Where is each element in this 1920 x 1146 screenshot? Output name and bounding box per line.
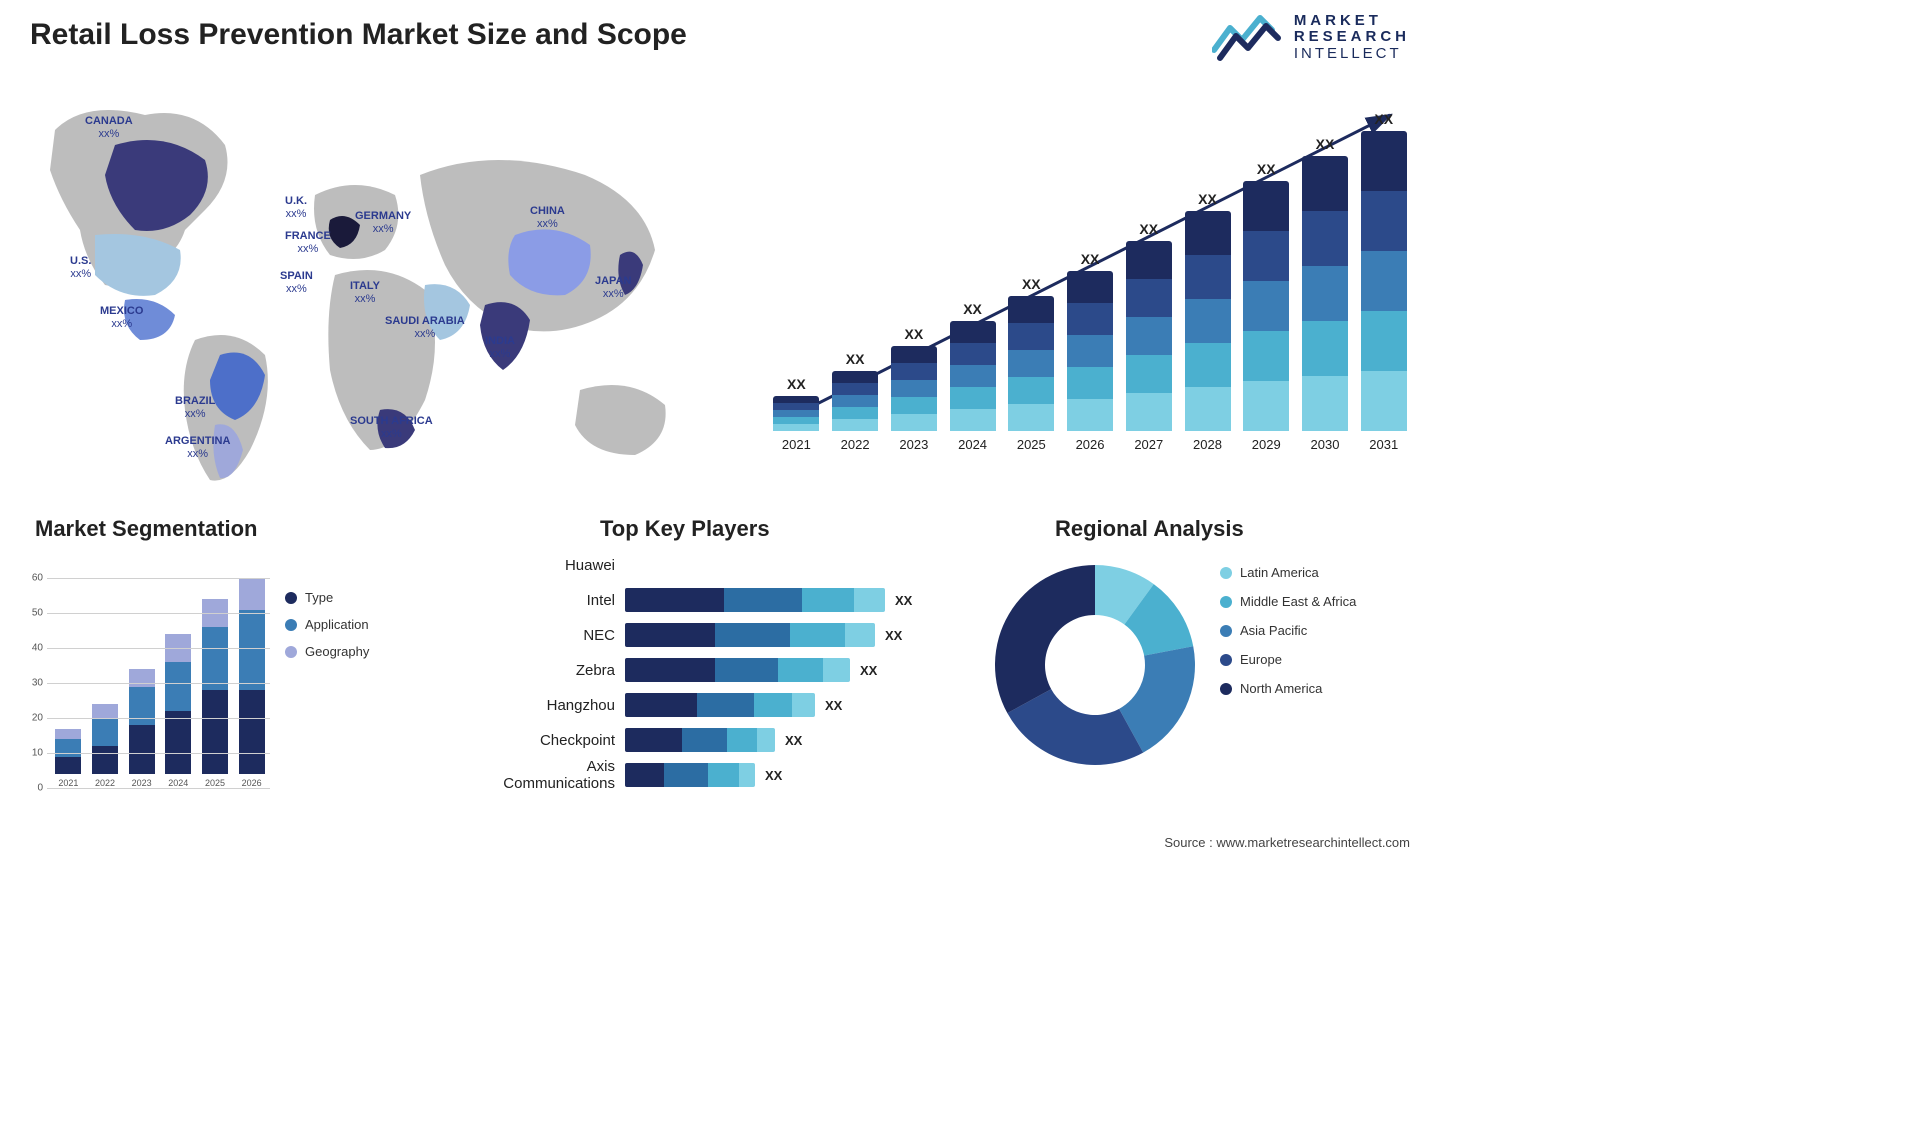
- map-label: INDIAxx%: [485, 335, 515, 361]
- map-label: SAUDI ARABIAxx%: [385, 315, 465, 341]
- player-row: Huawei: [480, 550, 960, 580]
- segmentation-bar: 2022: [92, 704, 118, 788]
- forecast-bar: XX2026: [1064, 251, 1117, 452]
- logo: MARKET RESEARCH INTELLECT: [1212, 10, 1410, 65]
- map-label: CANADAxx%: [85, 115, 133, 141]
- legend-item: Type: [285, 590, 369, 605]
- source-text: Source : www.marketresearchintellect.com: [1164, 835, 1410, 850]
- forecast-bar: XX2023: [887, 326, 940, 452]
- segmentation-bar: 2025: [202, 599, 228, 788]
- legend-item: North America: [1220, 681, 1356, 696]
- forecast-bar: XX2027: [1122, 221, 1175, 452]
- map-label: SOUTH AFRICAxx%: [350, 415, 433, 441]
- segmentation-bar: 2024: [165, 634, 191, 788]
- logo-line1: MARKET: [1294, 13, 1410, 30]
- regional-legend: Latin America Middle East & Africa Asia Pa…: [1220, 565, 1356, 696]
- legend-item: Middle East & Africa: [1220, 594, 1356, 609]
- forecast-bar: XX2028: [1181, 191, 1234, 452]
- player-row: ZebraXX: [480, 655, 960, 685]
- map-label: BRAZILxx%: [175, 395, 215, 421]
- map-label: ARGENTINAxx%: [165, 435, 230, 461]
- segmentation-chart: 202120222023202420252026 0102030405060 T…: [25, 550, 445, 810]
- legend-item: Latin America: [1220, 565, 1356, 580]
- logo-icon: [1212, 10, 1282, 65]
- forecast-bar: XX2021: [770, 376, 823, 452]
- players-chart: Huawei IntelXX NECXX ZebraXX HangzhouXX Check…: [480, 550, 960, 810]
- map-label: GERMANYxx%: [355, 210, 411, 236]
- map-label: U.K.xx%: [285, 195, 307, 221]
- player-row: Axis CommunicationsXX: [480, 760, 960, 790]
- map-label: ITALYxx%: [350, 280, 380, 306]
- forecast-bar: XX2029: [1240, 161, 1293, 452]
- forecast-chart: XX2021XX2022XX2023XX2024XX2025XX2026XX20…: [770, 100, 1410, 480]
- segmentation-bar: 2021: [55, 729, 81, 789]
- player-row: NECXX: [480, 620, 960, 650]
- map-label: MEXICOxx%: [100, 305, 143, 331]
- forecast-bar: XX2022: [829, 351, 882, 452]
- legend-item: Geography: [285, 644, 369, 659]
- logo-line3: INTELLECT: [1294, 46, 1410, 63]
- regional-title: Regional Analysis: [1055, 516, 1244, 542]
- world-map: CANADAxx% U.S.xx% MEXICOxx% BRAZILxx% ARGENT…: [25, 90, 705, 490]
- player-row: IntelXX: [480, 585, 960, 615]
- donut-slice: [995, 565, 1095, 713]
- legend-item: Asia Pacific: [1220, 623, 1356, 638]
- donut-chart: [990, 560, 1200, 770]
- regional-chart: Latin America Middle East & Africa Asia Pa…: [990, 550, 1410, 810]
- map-label: SPAINxx%: [280, 270, 313, 296]
- segmentation-bar: 2023: [129, 669, 155, 788]
- forecast-bar: XX2024: [946, 301, 999, 452]
- segmentation-title: Market Segmentation: [35, 516, 258, 542]
- logo-line2: RESEARCH: [1294, 29, 1410, 46]
- forecast-bar: XX2025: [1005, 276, 1058, 452]
- player-row: CheckpointXX: [480, 725, 960, 755]
- map-label: JAPANxx%: [595, 275, 631, 301]
- players-title: Top Key Players: [600, 516, 770, 542]
- legend-item: Europe: [1220, 652, 1356, 667]
- forecast-bar: XX2031: [1357, 111, 1410, 452]
- map-label: CHINAxx%: [530, 205, 565, 231]
- map-label: FRANCExx%: [285, 230, 331, 256]
- page-title: Retail Loss Prevention Market Size and S…: [30, 18, 687, 52]
- map-label: U.S.xx%: [70, 255, 91, 281]
- segmentation-legend: Type Application Geography: [285, 590, 369, 659]
- player-row: HangzhouXX: [480, 690, 960, 720]
- forecast-bar: XX2030: [1299, 136, 1352, 452]
- legend-item: Application: [285, 617, 369, 632]
